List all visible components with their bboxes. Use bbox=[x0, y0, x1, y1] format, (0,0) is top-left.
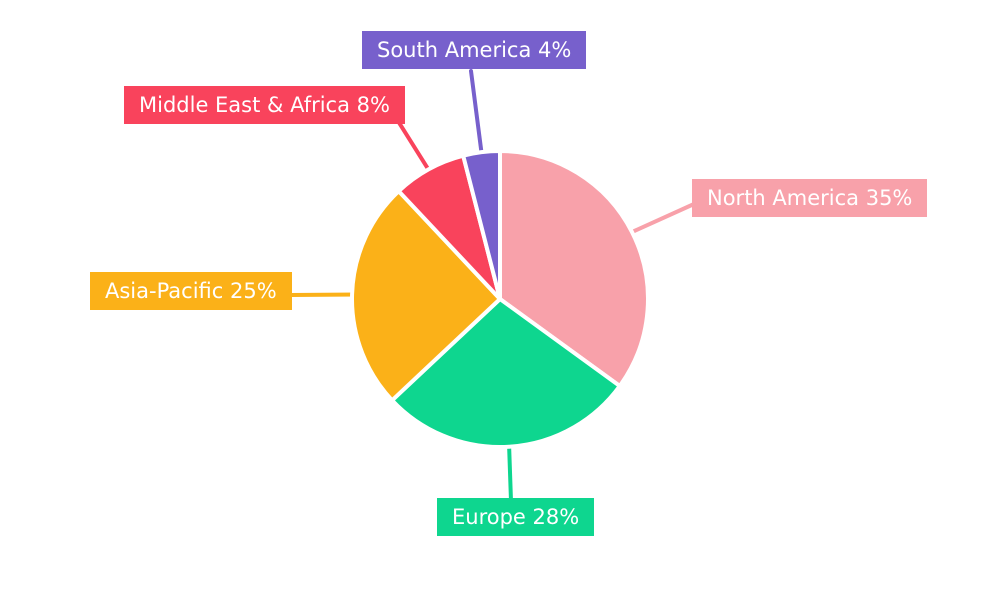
leader-line-north-america bbox=[624, 202, 696, 237]
label-north-america: North America 35% bbox=[692, 179, 928, 218]
leader-line-middle-east-africa bbox=[396, 119, 434, 177]
label-middle-east-africa: Middle East & Africa 8% bbox=[124, 86, 405, 125]
label-south-america: South America 4% bbox=[362, 31, 587, 70]
pie-slice-north-america[interactable] bbox=[498, 149, 650, 388]
label-asia-pacific: Asia-Pacific 25% bbox=[90, 272, 292, 311]
leader-line-europe bbox=[506, 438, 513, 503]
label-europe: Europe 28% bbox=[437, 498, 595, 537]
leader-line-south-america bbox=[469, 69, 485, 161]
pie-slice-europe[interactable] bbox=[390, 297, 622, 449]
pie-slice-asia-pacific[interactable] bbox=[350, 189, 502, 403]
pie-slice-south-america[interactable] bbox=[461, 149, 502, 301]
